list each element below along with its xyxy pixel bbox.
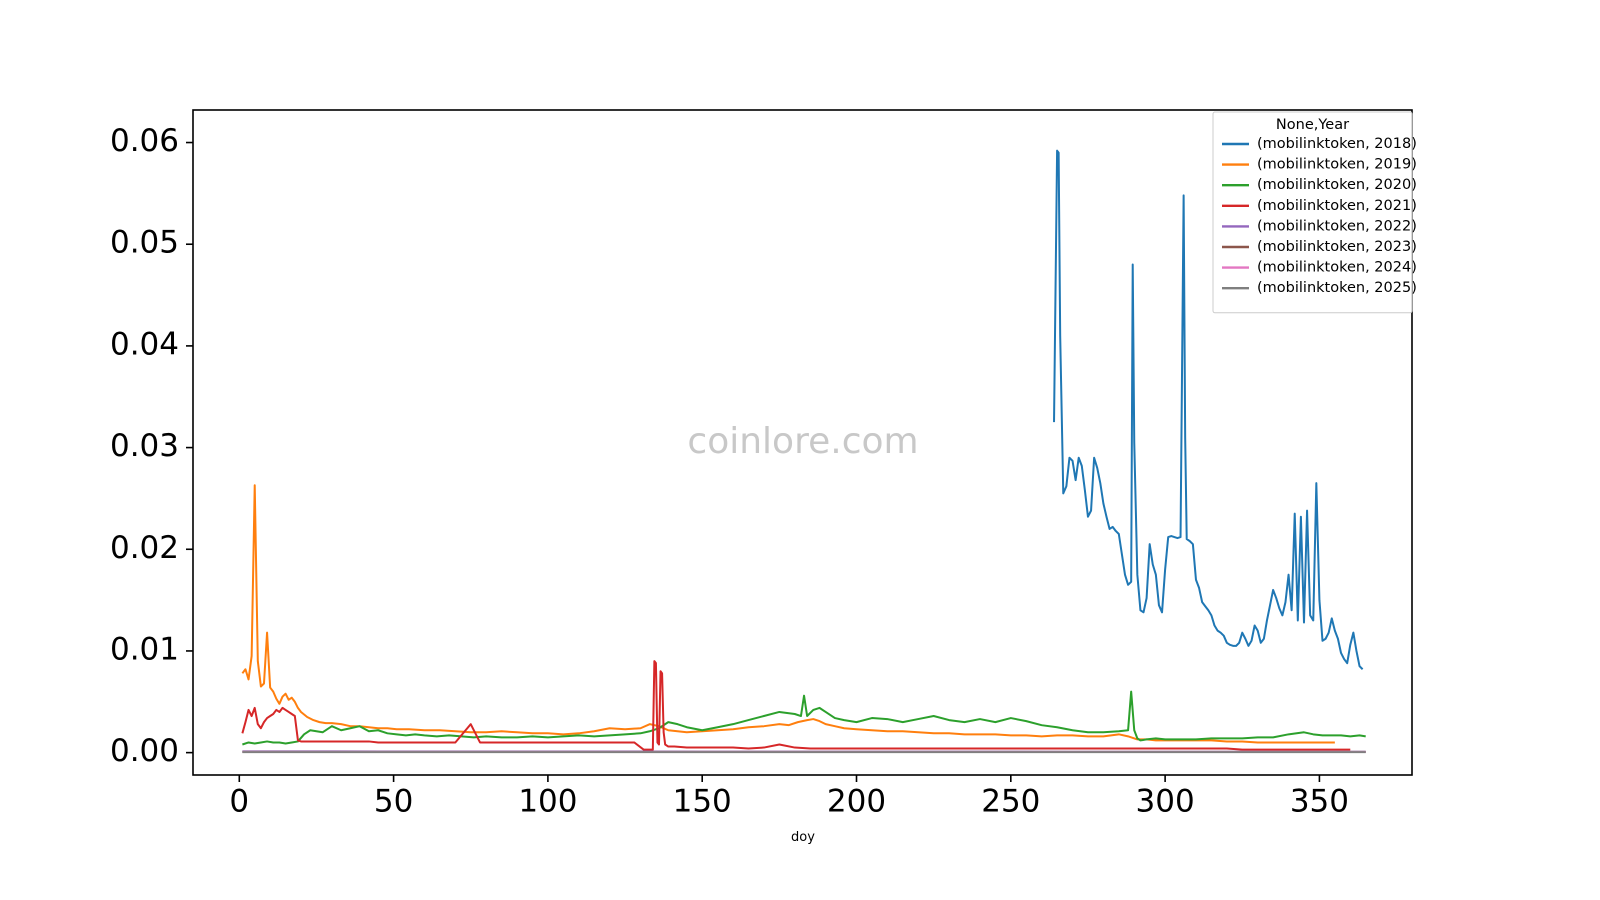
x-tick-label: 0 (229, 783, 249, 819)
y-tick-label: 0.01 (110, 631, 179, 667)
legend-label-2019: (mobilinktoken, 2019) (1257, 157, 1417, 173)
x-tick-label: 200 (827, 783, 886, 819)
x-tick-label: 150 (673, 783, 732, 819)
series-line--mobilinktoken-2020- (242, 690, 1366, 746)
x-tick-label: 50 (374, 783, 413, 819)
x-tick-label: 350 (1290, 783, 1349, 819)
data-series-lines (241, 149, 1366, 754)
legend-box (1212, 111, 1413, 314)
coinlore-watermark: coinlore.com (687, 421, 918, 462)
series-line--mobilinktoken-2018- (1053, 149, 1364, 670)
x-axis-tick-labels: 0 50 100 150 200 250 300 350 (229, 783, 1349, 819)
legend-title: None,Year (1276, 117, 1349, 133)
x-tick-label: 250 (981, 783, 1040, 819)
x-tick-label: 300 (1136, 783, 1195, 819)
series-line--mobilinktoken-2019- (241, 484, 1335, 744)
y-axis-tick-labels: 0.00 0.01 0.02 0.03 0.04 0.05 0.06 (110, 123, 179, 769)
x-tick-label: 100 (518, 783, 577, 819)
legend-label-2021: (mobilinktoken, 2021) (1257, 198, 1417, 214)
y-tick-label: 0.00 (110, 733, 179, 769)
axis-tickmarks (186, 141, 1321, 782)
x-axis-label: doy (791, 830, 815, 845)
y-tick-label: 0.03 (110, 428, 179, 464)
series-line--mobilinktoken-2021- (241, 660, 1351, 751)
legend-label-2025: (mobilinktoken, 2025) (1257, 280, 1417, 296)
axes-frame (192, 109, 1413, 776)
y-tick-label: 0.02 (110, 530, 179, 566)
y-tick-label: 0.06 (110, 123, 179, 159)
y-tick-label: 0.05 (110, 225, 179, 261)
chart-legend[interactable]: None,Year (mobilinktoken, 2018) (mobilinkt… (1212, 111, 1417, 314)
legend-label-2018: (mobilinktoken, 2018) (1257, 136, 1417, 152)
legend-label-2022: (mobilinktoken, 2022) (1257, 218, 1417, 234)
legend-label-2024: (mobilinktoken, 2024) (1257, 260, 1417, 276)
legend-label-2023: (mobilinktoken, 2023) (1257, 239, 1417, 255)
legend-label-2020: (mobilinktoken, 2020) (1257, 177, 1417, 193)
y-tick-label: 0.04 (110, 326, 179, 362)
